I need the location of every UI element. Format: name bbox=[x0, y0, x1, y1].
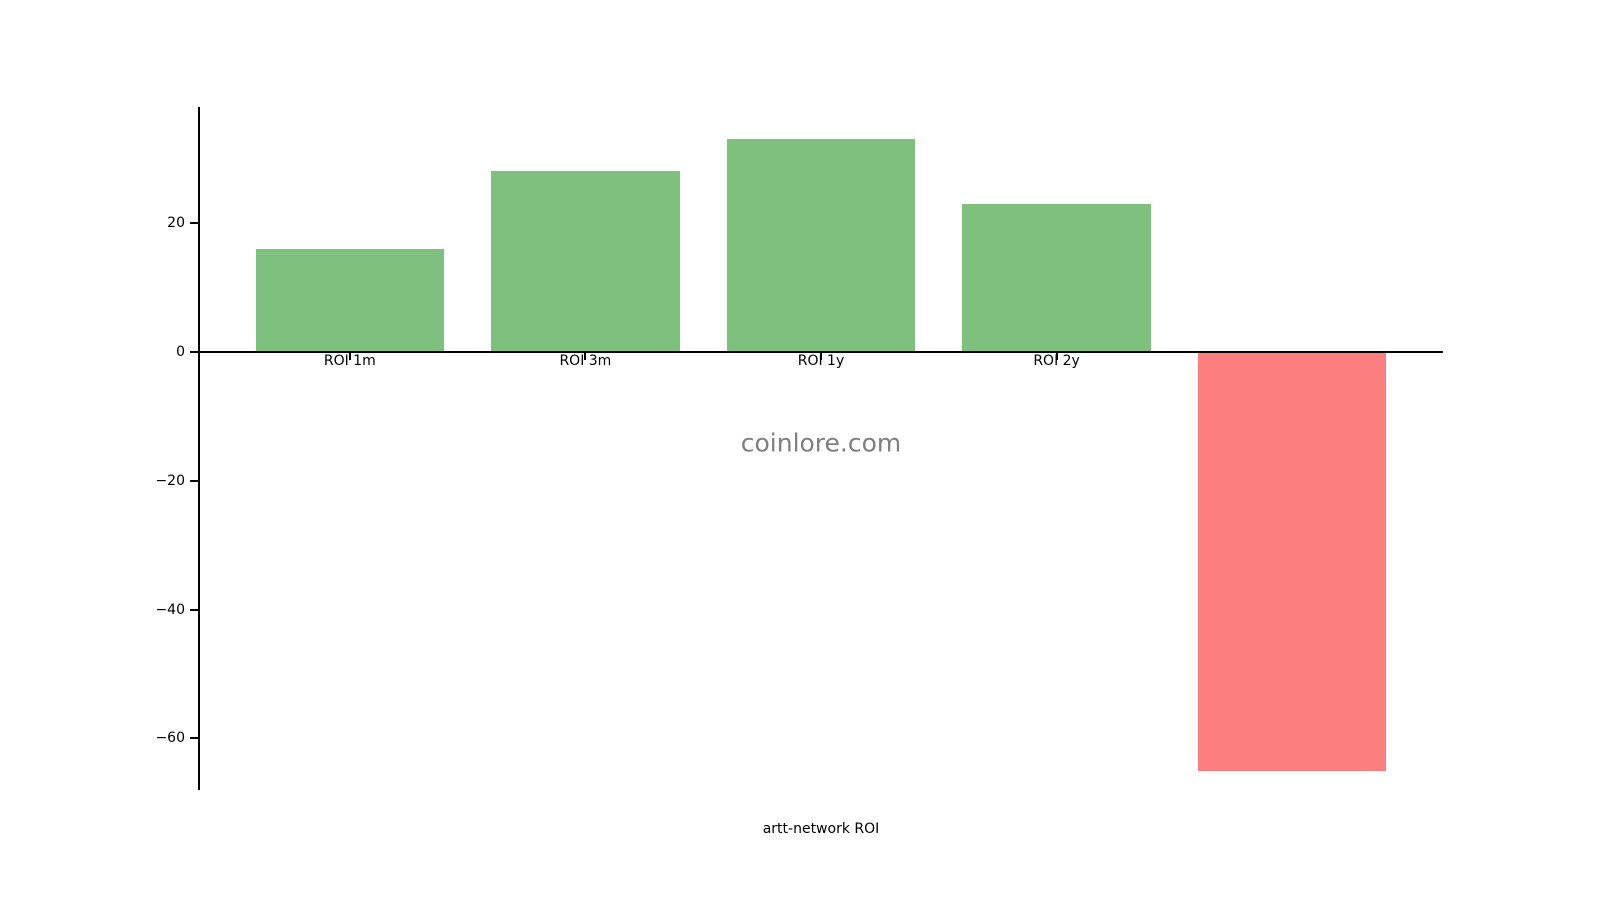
watermark: coinlore.com bbox=[740, 428, 902, 458]
x-tick-label: ROI 2y bbox=[1033, 352, 1080, 369]
x-tick-mark bbox=[348, 351, 351, 360]
y-tick-label: −20 bbox=[155, 472, 185, 489]
x-tick-mark bbox=[820, 351, 822, 360]
y-tick-mark bbox=[190, 479, 198, 482]
x-tick-mark bbox=[584, 351, 587, 360]
x-tick-label: ROI 3m bbox=[559, 352, 612, 369]
bar-unlabeled bbox=[1197, 351, 1387, 771]
y-tick-mark bbox=[190, 221, 198, 224]
x-tick-label: ROI 1m bbox=[323, 352, 376, 369]
y-tick-mark bbox=[190, 737, 198, 740]
bar-roi-1m bbox=[255, 248, 445, 352]
x-tick-label: ROI 1y bbox=[797, 352, 845, 369]
y-tick-mark bbox=[190, 350, 198, 353]
y-tick-label: −60 bbox=[155, 730, 185, 747]
y-axis-spine bbox=[198, 107, 200, 790]
plot-area: coinlore.com ROI 1m ROI 3m ROI 1y ROI 2y 20 0… bbox=[155, 107, 1443, 790]
y-tick-mark bbox=[190, 608, 198, 611]
bar-roi-1y bbox=[726, 139, 916, 352]
x-axis-title: artt-network ROI bbox=[762, 821, 880, 837]
bar-roi-3m bbox=[491, 171, 680, 352]
x-tick-mark bbox=[1055, 351, 1058, 360]
bar-roi-2y bbox=[962, 203, 1151, 352]
y-tick-label: 20 bbox=[167, 214, 185, 231]
y-tick-label: −40 bbox=[155, 601, 185, 618]
y-tick-label: 0 bbox=[176, 343, 185, 360]
